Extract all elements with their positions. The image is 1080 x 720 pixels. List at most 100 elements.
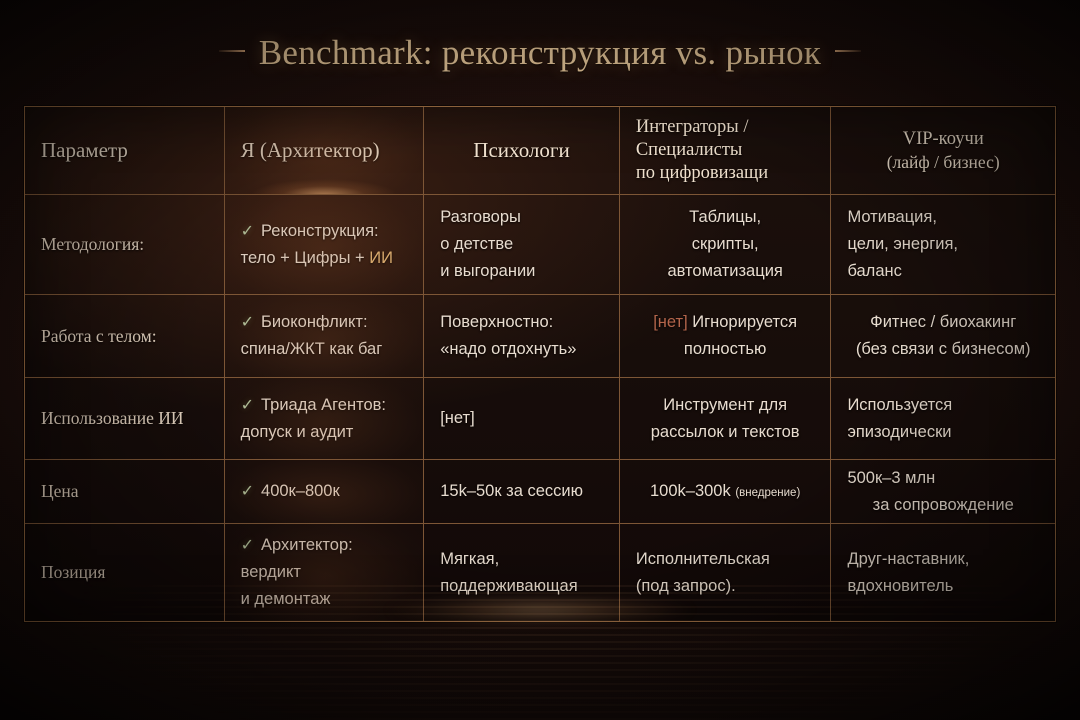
comparison-table: Параметр Я (Архитектор) Психологи Интегр… (24, 106, 1056, 622)
integ-line-1: Таблицы, (689, 208, 762, 227)
integ-line-2: рассылок и текстов (650, 422, 800, 441)
table-header-row: Параметр Я (Архитектор) Психологи Интегр… (25, 107, 1055, 195)
architect-line-1: ✓ Реконструкция: (241, 218, 408, 245)
cell-architect: ✓ Биоконфликт: спина/ЖКТ как баг (224, 295, 425, 377)
psych-price: 15k–50к за сессию (440, 482, 583, 501)
vip-line-1: Мотивация, (847, 208, 937, 227)
architect-price: 400к–800к (261, 482, 340, 501)
row-label: Позиция (41, 562, 106, 583)
cell-architect: ✓ 400к–800к (224, 460, 425, 523)
cell-psychologists: Поверхностно: «надо отдохнуть» (424, 295, 620, 377)
architect-line-2: допуск и аудит (240, 422, 354, 441)
cell-integrators: Инструмент для рассылок и текстов (620, 378, 832, 459)
psych-line-2: «надо отдохнуть» (440, 340, 577, 358)
title-text: Benchmark: реконструкция vs. рынок (258, 33, 822, 72)
row-label: Работа с телом: (41, 325, 157, 346)
vip-price-note: за сопровождение (872, 495, 1014, 514)
integ-line-1: Исполнительская (635, 549, 770, 568)
check-icon: ✓ (240, 222, 255, 240)
cell-parameter: Использование ИИ (25, 378, 225, 459)
integ-price-note: (внедрение) (735, 487, 801, 500)
vip-line-2: эпизодически (847, 422, 952, 441)
architect-text-1: Триада Агентов: (261, 395, 386, 414)
header-cell-architect: Я (Архитектор) (224, 107, 425, 194)
cell-vip-coaches: Друг-наставник, вдохновитель (831, 524, 1055, 621)
cell-integrators: [нет] Игнорируется полностью (620, 295, 832, 377)
cell-psychologists: Мягкая, поддерживающая (424, 524, 620, 621)
cell-psychologists: Разговоры о детстве и выгорании (424, 195, 620, 294)
architect-line-2: спина/ЖКТ как баг (240, 340, 383, 359)
cell-parameter: Позиция (25, 524, 225, 621)
integ-line-1: Инструмент для (663, 395, 788, 414)
header-label: Я (Архитектор) (240, 138, 380, 163)
row-label: Использование ИИ (41, 408, 184, 429)
header-label-line1: VIP-коучи (902, 128, 984, 149)
header-label: Психологи (473, 138, 570, 163)
check-icon: ✓ (240, 483, 255, 501)
integ-line-2: полностью (683, 340, 767, 358)
title-dash-left-icon (218, 50, 245, 52)
table-row: Использование ИИ ✓ Триада Агентов: допуск… (25, 378, 1055, 460)
cell-vip-coaches: 500к–3 млн за сопровождение (831, 460, 1055, 523)
cell-architect: ✓ Реконструкция: тело + Цифры + ИИ (224, 195, 425, 294)
psych-line-1: Разговоры (440, 208, 521, 227)
page-title: Benchmark: реконструкция vs. рынок (0, 33, 1080, 73)
title-dash-right-icon (835, 50, 862, 52)
table-row: Методология: ✓ Реконструкция: тело + Цифр… (25, 195, 1055, 295)
architect-text-1: Архитектор: (261, 536, 353, 555)
vip-line-3: баланс (847, 261, 902, 280)
cell-integrators: Таблицы, скрипты, автоматизация (620, 195, 832, 294)
vip-line-1: Фитнес / биохакинг (870, 313, 1017, 332)
integ-line-3: автоматизация (667, 261, 783, 280)
architect-line-1: ✓ 400к–800к (241, 478, 408, 505)
cell-integrators: 100k–300k (внедрение) (620, 460, 832, 523)
cell-parameter: Методология: (25, 195, 225, 294)
check-icon: ✓ (240, 396, 255, 414)
cell-parameter: Цена (25, 460, 225, 523)
architect-line-2: тело + Цифры + ИИ (241, 245, 408, 272)
header-cell-parameter: Параметр (25, 107, 225, 194)
psych-line-1: Мягкая, (440, 549, 500, 568)
architect-line-1: ✓ Архитектор: (241, 532, 408, 559)
vip-line-2: цели, энергия, (847, 235, 958, 254)
header-label-line2: (лайф / бизнес) (886, 152, 1000, 173)
header-label: Параметр (41, 138, 128, 163)
header-cell-psychologists: Психологи (424, 107, 620, 194)
cell-psychologists: 15k–50к за сессию (424, 460, 620, 523)
psych-line-2: поддерживающая (440, 576, 578, 595)
cell-parameter: Работа с телом: (25, 295, 225, 377)
psych-line-1: Поверхностно: (440, 313, 554, 332)
architect-text-1: Реконструкция: (261, 221, 379, 240)
architect-text-1: Биоконфликт: (261, 313, 368, 332)
table-row: Работа с телом: ✓ Биоконфликт: спина/ЖКТ … (25, 295, 1055, 378)
check-icon: ✓ (240, 314, 255, 332)
integ-price: 100k–300k (650, 482, 731, 501)
architect-text-2: тело + Цифры + (240, 248, 370, 267)
header-label-line2: Специалисты (635, 139, 743, 160)
integ-line-2: (под запрос). (635, 576, 736, 595)
architect-line-3: и демонтаж (240, 589, 331, 608)
integ-line-1: [нет] Игнорируется (636, 309, 815, 336)
vip-line-1: Друг-наставник, (847, 549, 970, 568)
integ-price-line: 100k–300k (внедрение) (636, 478, 815, 505)
architect-line-1: ✓ Биоконфликт: (241, 309, 408, 336)
integ-text-1: Игнорируется (692, 313, 798, 332)
architect-line-2: вердикт (240, 563, 301, 582)
cell-vip-coaches: Фитнес / биохакинг (без связи с бизнесом… (831, 295, 1055, 377)
cell-vip-coaches: Мотивация, цели, энергия, баланс (831, 195, 1055, 294)
architect-line-1: ✓ Триада Агентов: (241, 392, 408, 419)
header-cell-vip-coaches: VIP-коучи (лайф / бизнес) (831, 107, 1055, 194)
cell-psychologists: [нет] (424, 378, 620, 459)
psych-line-1: [нет] (440, 409, 475, 428)
cell-architect: ✓ Архитектор: вердикт и демонтаж (224, 524, 425, 621)
vip-line-2: вдохновитель (847, 576, 954, 595)
row-label: Методология: (41, 234, 145, 255)
header-label-line1: Интеграторы / (635, 116, 749, 137)
psych-line-3: и выгорании (440, 261, 536, 280)
vip-price: 500к–3 млн (847, 468, 936, 487)
psych-line-2: о детстве (440, 235, 514, 254)
header-cell-integrators: Интеграторы / Специалисты по цифровизащи (620, 107, 832, 194)
vip-line-2: (без связи с бизнесом) (855, 340, 1031, 358)
header-label-line3: по цифровизащи (635, 163, 769, 184)
integ-line-2: скрипты, (691, 235, 759, 254)
